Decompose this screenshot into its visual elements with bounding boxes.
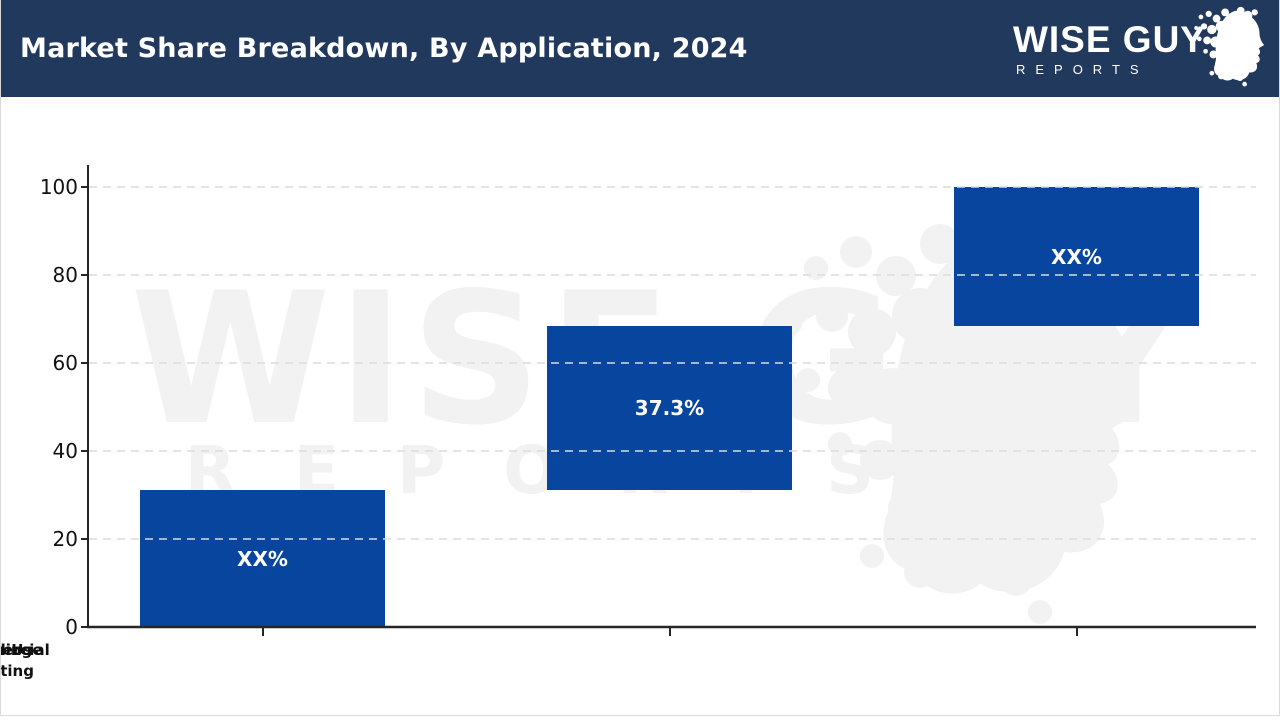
logo-wiseguy-text: WISE GUY xyxy=(1012,18,1206,60)
x-category-label: Office Use xyxy=(0,641,43,659)
bar-segment: XX% xyxy=(954,187,1199,327)
x-category-label: Commercial Printing xyxy=(0,641,50,680)
bar-value-label: XX% xyxy=(1051,244,1102,269)
header-bar: Market Share Breakdown, By Application, … xyxy=(0,0,1280,97)
y-tick-label: 60 xyxy=(52,351,78,375)
y-tick-label: 20 xyxy=(52,527,78,551)
y-tick-label: 80 xyxy=(52,263,78,287)
logo-reports-text: REPORTS xyxy=(1015,61,1149,77)
x-category-label: Binding xyxy=(0,641,33,659)
logo-face-dots-icon xyxy=(1194,6,1265,86)
bar-segment: XX% xyxy=(140,490,385,627)
bar-value-label: XX% xyxy=(237,546,288,571)
bar-segment: 37.3% xyxy=(547,326,792,491)
wiseguy-logo: WISE GUY REPORTS xyxy=(1013,0,1268,97)
y-tick-label: 0 xyxy=(65,615,78,639)
page-title: Market Share Breakdown, By Application, … xyxy=(20,33,748,64)
y-tick-label: 40 xyxy=(52,439,78,463)
bar-value-label: 37.3% xyxy=(634,396,705,421)
y-tick-label: 100 xyxy=(39,175,78,199)
